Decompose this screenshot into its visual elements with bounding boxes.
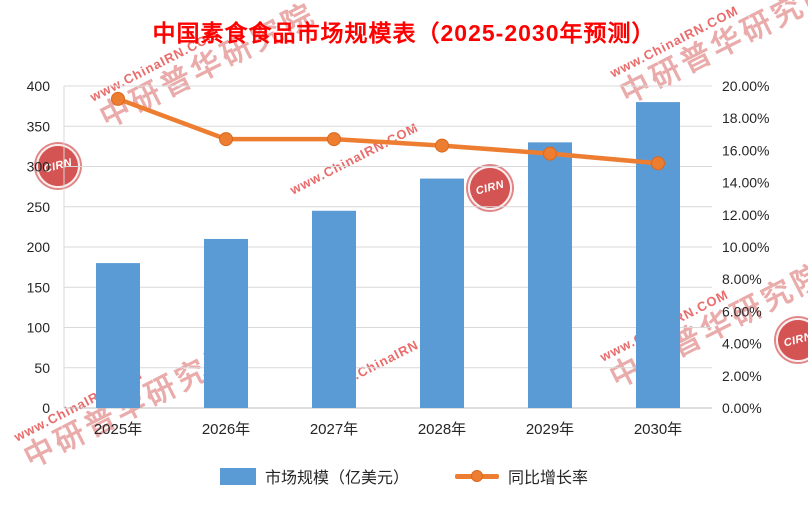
bar: [420, 178, 464, 408]
x-axis-label: 2028年: [418, 421, 466, 438]
right-axis-tick: 2.00%: [722, 368, 762, 384]
right-axis-tick: 18.00%: [722, 110, 769, 126]
x-axis-label: 2027年: [310, 421, 358, 438]
line-marker-swatch: [471, 470, 483, 482]
bar: [312, 210, 356, 408]
line-marker: [435, 138, 449, 153]
line-marker: [651, 156, 665, 171]
right-axis-tick: 14.00%: [722, 175, 769, 191]
x-axis-label: 2030年: [634, 421, 682, 438]
right-axis-tick: 16.00%: [722, 142, 769, 158]
right-axis-tick: 10.00%: [722, 239, 769, 255]
bar: [204, 238, 248, 408]
line-series-swatch: [455, 470, 499, 482]
chart-title: 中国素食食品市场规模表（2025-2030年预测）: [152, 20, 656, 46]
left-axis-tick: 200: [27, 239, 51, 255]
left-axis-tick: 300: [27, 159, 51, 175]
legend-label-growth-rate: 同比增长率: [508, 470, 589, 487]
legend-item-growth-rate[interactable]: 同比增长率: [455, 464, 588, 488]
x-axis-label: 2025年: [94, 421, 142, 438]
right-axis-tick: 12.00%: [722, 207, 769, 223]
left-axis-tick: 100: [27, 320, 51, 336]
right-axis-tick: 4.00%: [722, 336, 762, 352]
x-axis-label: 2026年: [202, 421, 250, 438]
line-marker: [111, 91, 125, 106]
bar: [636, 102, 680, 408]
chart-legend: 市场规模（亿美元） 同比增长率: [0, 464, 808, 488]
left-axis-tick: 50: [34, 360, 50, 376]
bar: [528, 142, 572, 408]
growth-line: [115, 96, 661, 166]
left-axis-tick: 150: [27, 279, 51, 295]
legend-item-market-size[interactable]: 市场规模（亿美元）: [219, 464, 409, 488]
left-axis-tick: 400: [27, 78, 51, 94]
right-axis-tick: 20.00%: [722, 78, 769, 94]
right-axis-tick: 6.00%: [722, 303, 762, 319]
line-marker: [327, 132, 341, 147]
right-axis-tick: 0.00%: [722, 400, 762, 416]
combo-chart-plot: 0 50 100 150 200 250 300 350 400 0.00% 2.00% 4.00% 6…: [27, 78, 770, 438]
left-axis-tick: 250: [27, 199, 51, 215]
right-axis-tick: 8.00%: [722, 271, 762, 287]
bar: [96, 263, 140, 408]
line-marker: [543, 146, 557, 161]
legend-label-market-size: 市场规模（亿美元）: [264, 470, 409, 487]
line-marker: [219, 132, 233, 147]
left-axis-tick: 350: [27, 118, 51, 134]
left-axis-tick: 0: [42, 400, 50, 416]
x-axis-label: 2029年: [526, 421, 574, 438]
bar-series-swatch: [219, 467, 256, 485]
